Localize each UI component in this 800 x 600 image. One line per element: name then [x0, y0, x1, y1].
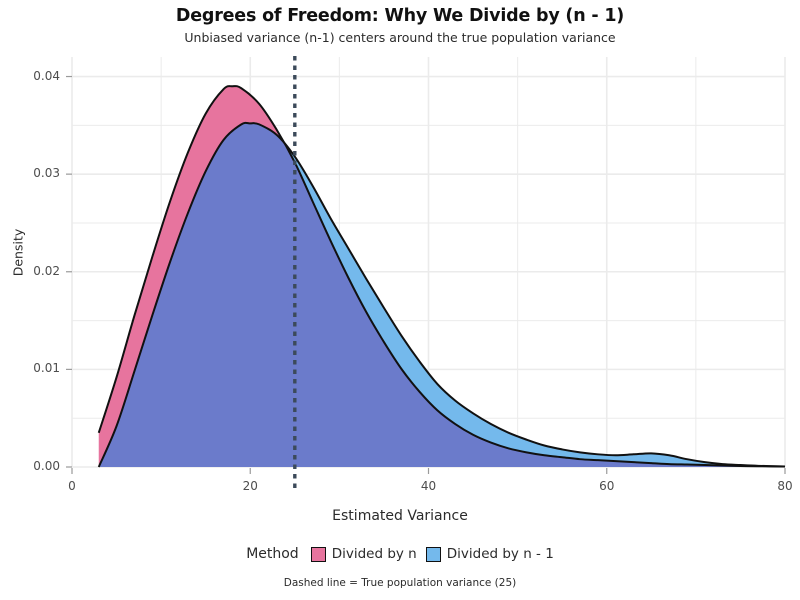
chart-caption: Dashed line = True population variance (…	[283, 577, 517, 589]
y-tick-label: 0.04	[33, 68, 60, 83]
chart-title: Degrees of Freedom: Why We Divide by (n …	[175, 6, 625, 26]
legend-swatch-pink	[310, 546, 326, 562]
x-tick-label: 60	[599, 479, 615, 493]
y-tick-label: 0.00	[33, 459, 60, 473]
x-tick-label: 0	[68, 479, 76, 493]
legend-swatch-blue	[425, 546, 441, 562]
series-overlap	[98, 122, 785, 467]
legend-item-divided-by-n-minus-1[interactable]: Divided by n - 1	[425, 546, 554, 562]
legend-label-divided-by-n: Divided by n	[331, 546, 417, 562]
legend: Method Divided by n Divided by n - 1	[0, 546, 800, 562]
x-tick-label: 80	[777, 479, 793, 493]
x-axis-label: Estimated Variance	[332, 508, 468, 524]
legend-title: Method	[246, 546, 299, 562]
y-tick-label: 0.03	[33, 166, 60, 181]
legend-label-divided-by-n-minus-1: Divided by n - 1	[446, 546, 554, 562]
series-outline-1	[97, 85, 786, 468]
y-axis-label: Density	[10, 228, 26, 277]
chart-subtitle: Unbiased variance (n-1) centers around t…	[184, 30, 616, 45]
y-tick-label: 0.01	[33, 361, 60, 376]
y-tick-label: 0.02	[33, 263, 60, 278]
legend-item-divided-by-n[interactable]: Divided by n	[310, 546, 417, 562]
series-outline-2	[97, 121, 786, 468]
x-tick-label: 40	[420, 479, 437, 493]
x-tick-label: 20	[242, 479, 258, 493]
